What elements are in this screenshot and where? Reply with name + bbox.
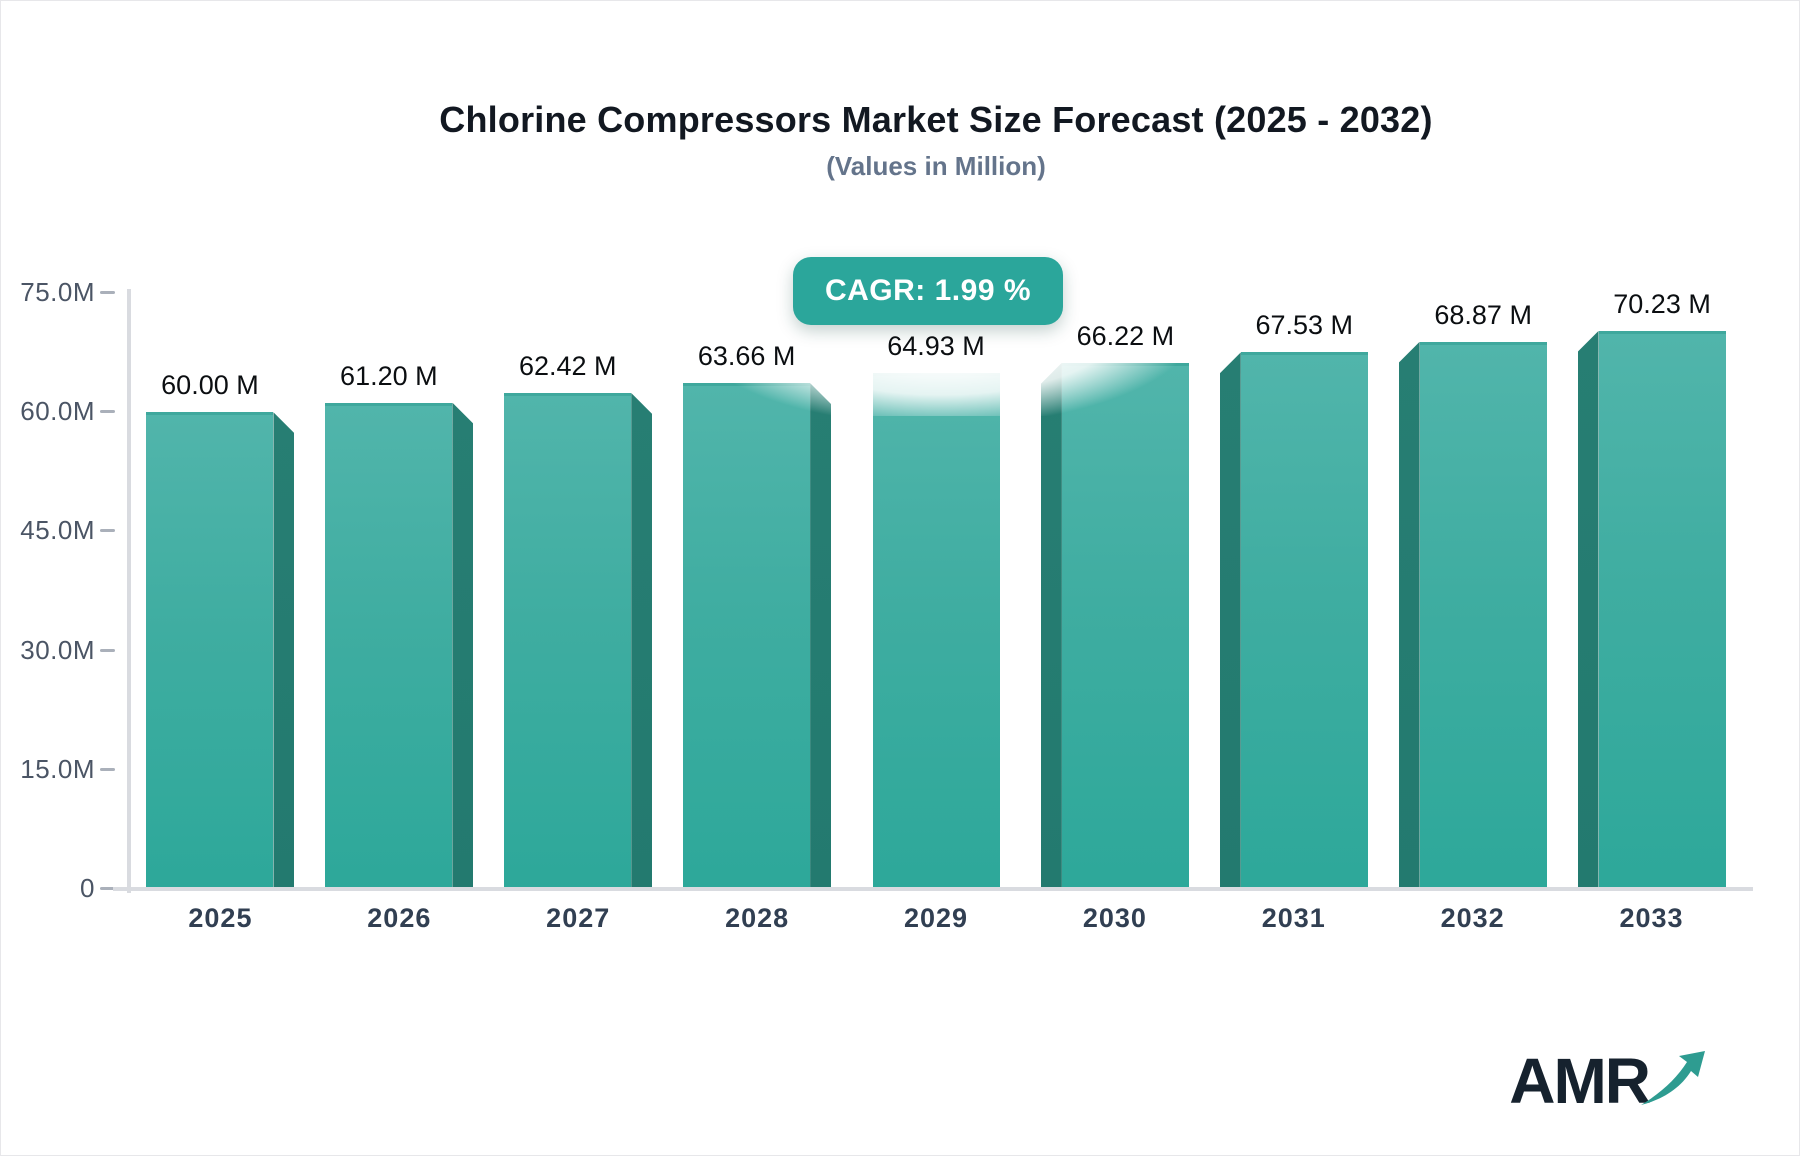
bar-side [1040,362,1062,889]
y-tick-dash [100,410,115,414]
bar-value-label: 67.53 M [1255,310,1354,341]
cagr-badge: CAGR: 1.99 % [793,257,1063,325]
bar-face [683,383,811,889]
y-tick-label: 75.0M [20,277,95,307]
bar-2026 [325,402,474,889]
x-tick-label: 2030 [1082,903,1147,933]
bar-2029 [872,373,1000,889]
bar-face [1061,362,1189,889]
x-tick-label: 2027 [546,903,611,933]
bar-2025 [146,412,295,889]
y-tick-label: 45.0M [20,515,95,546]
bar-2032 [1398,341,1547,889]
y-axis-line [127,289,131,893]
y-tick-dash [100,887,115,890]
x-axis-line [113,887,1753,891]
bar-side [810,383,832,889]
bar-value-label: 62.42 M [518,350,617,381]
bar-side [1577,330,1599,889]
x-tick-label: 2025 [188,903,253,933]
bar-2031 [1219,352,1368,889]
bar-face [146,412,274,889]
bar-value-label: 64.93 M [887,331,985,362]
bar-face [1419,341,1547,889]
bar-value-label: 63.66 M [697,341,796,372]
bar-side [452,402,474,889]
y-tick-dash [100,529,115,533]
bar-value-label: 60.00 M [161,370,259,401]
bar-side [273,412,295,889]
bar-side [1398,341,1420,889]
y-tick-dash [100,648,115,652]
x-tick-label: 2033 [1619,903,1684,933]
amr-logo: AMR [1509,1045,1709,1113]
bar-face [325,402,453,889]
bar-2028 [683,383,832,889]
y-tick-label: 15.0M [20,753,95,784]
bar-face [872,373,1000,889]
bar-2033 [1577,330,1726,889]
y-tick-label: 0 [80,873,95,903]
x-tick-label: 2032 [1440,903,1505,933]
chart-title: Chlorine Compressors Market Size Forecas… [439,99,1433,140]
x-tick-label: 2031 [1261,903,1326,933]
x-tick-label: 2026 [367,903,432,933]
y-tick-dash [100,291,115,294]
bar-2030 [1040,362,1189,889]
bar-side [631,392,653,889]
bar-value-label: 61.20 M [340,360,438,391]
growth-arrow-icon [1641,1051,1705,1105]
bar-2027 [504,392,653,889]
bar-value-label: 70.23 M [1613,288,1711,319]
bar-face [1598,330,1726,889]
y-tick-label: 30.0M [20,634,95,665]
x-tick-label: 2029 [903,903,969,933]
y-tick-label: 60.0M [20,396,95,427]
bar-value-label: 68.87 M [1434,299,1532,330]
bar-face [1240,352,1368,889]
bar-value-label: 66.22 M [1076,320,1175,351]
y-tick-dash [100,767,115,771]
bar-side [1219,352,1241,889]
chart-subtitle: (Values in Million) [826,151,1046,181]
plot-area: 0 15.0M 30.0M 45.0M 60.0M 75.0M 60.00 M 61.20 … [20,277,1753,933]
x-tick-label: 2028 [725,903,790,933]
bar-face [504,392,632,889]
amr-logo-text: AMR [1509,1045,1651,1117]
